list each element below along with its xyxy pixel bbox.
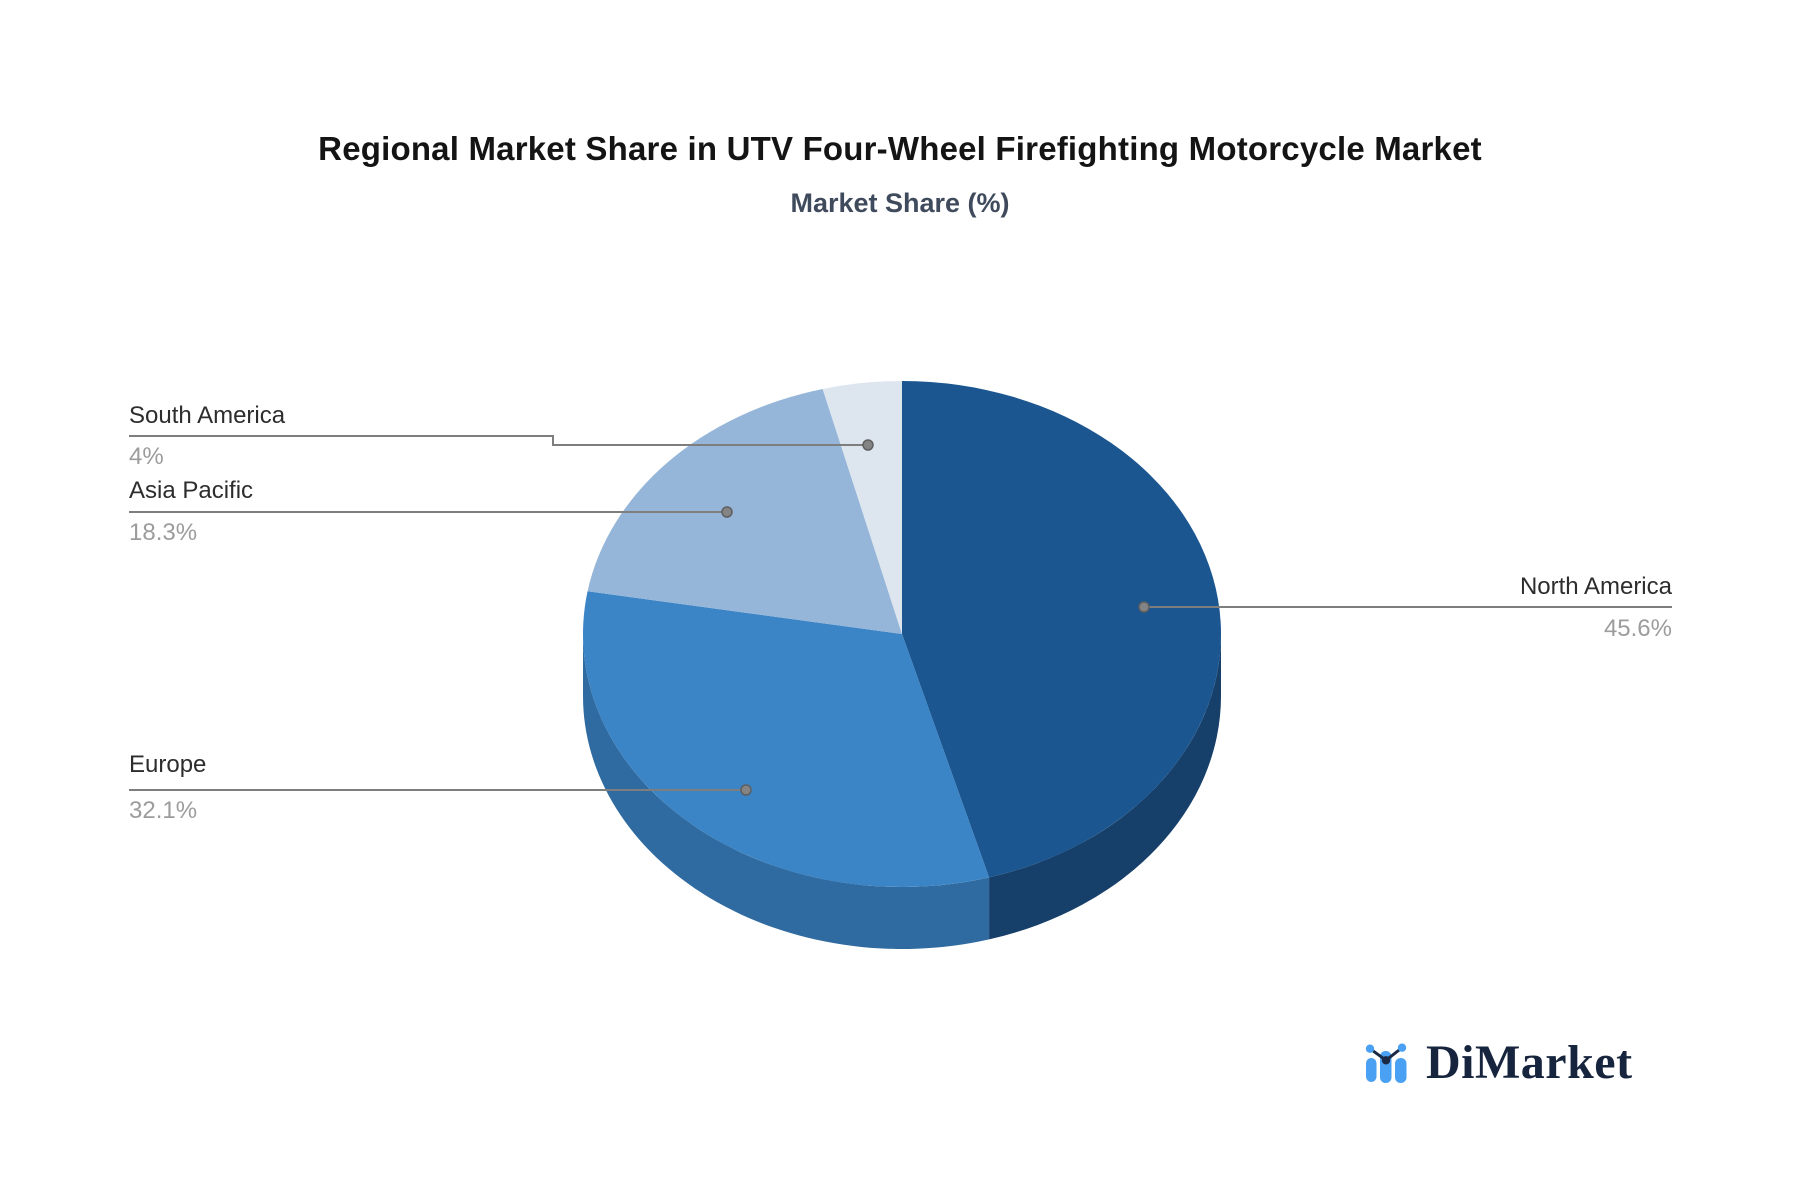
leader-line-south-america xyxy=(129,435,868,446)
callout-value-asia-pacific: 18.3% xyxy=(129,519,198,546)
leader-dot-north-america xyxy=(1138,601,1150,613)
callout-label-south-america: South America xyxy=(129,402,286,429)
leader-dot-south-america xyxy=(862,439,874,451)
pie-slice-asia-pacific[interactable] xyxy=(587,388,902,634)
leader-dot-europe xyxy=(740,784,752,796)
chart-title: Regional Market Share in UTV Four-Wheel … xyxy=(318,130,1482,167)
callout-label-north-america: North America xyxy=(1519,573,1672,600)
dimarket-logo-text: DiMarket xyxy=(1426,1036,1633,1089)
callout-value-europe: 32.1% xyxy=(129,797,198,824)
callout-value-north-america: 45.6% xyxy=(1603,615,1672,642)
callout-label-europe: Europe xyxy=(129,751,207,778)
leader-dot-asia-pacific xyxy=(721,506,733,518)
dimarket-logo-icon xyxy=(1365,1043,1407,1083)
chart-subtitle: Market Share (%) xyxy=(790,188,1010,218)
pie-slice-europe[interactable] xyxy=(583,591,990,887)
pie-slice-north-america[interactable] xyxy=(902,381,1222,878)
callout-label-asia-pacific: Asia Pacific xyxy=(129,477,254,504)
pie-rim-europe xyxy=(583,634,990,949)
callout-value-south-america: 4% xyxy=(129,443,164,470)
dimarket-logo: DiMarket xyxy=(1362,1038,1633,1088)
pie-rim-north-america xyxy=(989,634,1221,940)
